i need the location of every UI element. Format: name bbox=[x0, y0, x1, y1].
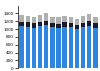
Bar bbox=[44, 25, 48, 68]
Bar bbox=[32, 17, 36, 23]
Bar bbox=[20, 26, 24, 68]
Bar bbox=[75, 25, 79, 29]
Bar bbox=[50, 27, 55, 68]
Bar bbox=[75, 19, 79, 25]
Bar bbox=[20, 22, 24, 26]
Bar bbox=[62, 27, 67, 68]
Bar bbox=[69, 27, 73, 68]
Bar bbox=[50, 23, 55, 27]
Bar bbox=[32, 23, 36, 28]
Bar bbox=[87, 26, 91, 68]
Bar bbox=[50, 17, 55, 23]
Bar bbox=[38, 22, 42, 26]
Bar bbox=[56, 17, 61, 24]
Bar bbox=[69, 17, 73, 23]
Bar bbox=[93, 23, 98, 28]
Bar bbox=[38, 26, 42, 68]
Bar bbox=[62, 16, 67, 22]
Bar bbox=[87, 22, 91, 26]
Bar bbox=[81, 27, 85, 68]
Bar bbox=[56, 28, 61, 68]
Bar bbox=[62, 22, 67, 27]
Bar bbox=[26, 22, 30, 27]
Bar bbox=[93, 28, 98, 68]
Bar bbox=[44, 21, 48, 25]
Bar bbox=[81, 23, 85, 27]
Bar bbox=[32, 28, 36, 68]
Bar bbox=[26, 27, 30, 68]
Bar bbox=[38, 15, 42, 22]
Bar bbox=[81, 16, 85, 23]
Bar bbox=[20, 15, 24, 22]
Bar bbox=[87, 14, 91, 22]
Bar bbox=[75, 29, 79, 68]
Bar bbox=[44, 13, 48, 21]
Bar bbox=[69, 23, 73, 27]
Bar bbox=[93, 17, 98, 23]
Bar bbox=[26, 16, 30, 22]
Bar bbox=[56, 24, 61, 28]
